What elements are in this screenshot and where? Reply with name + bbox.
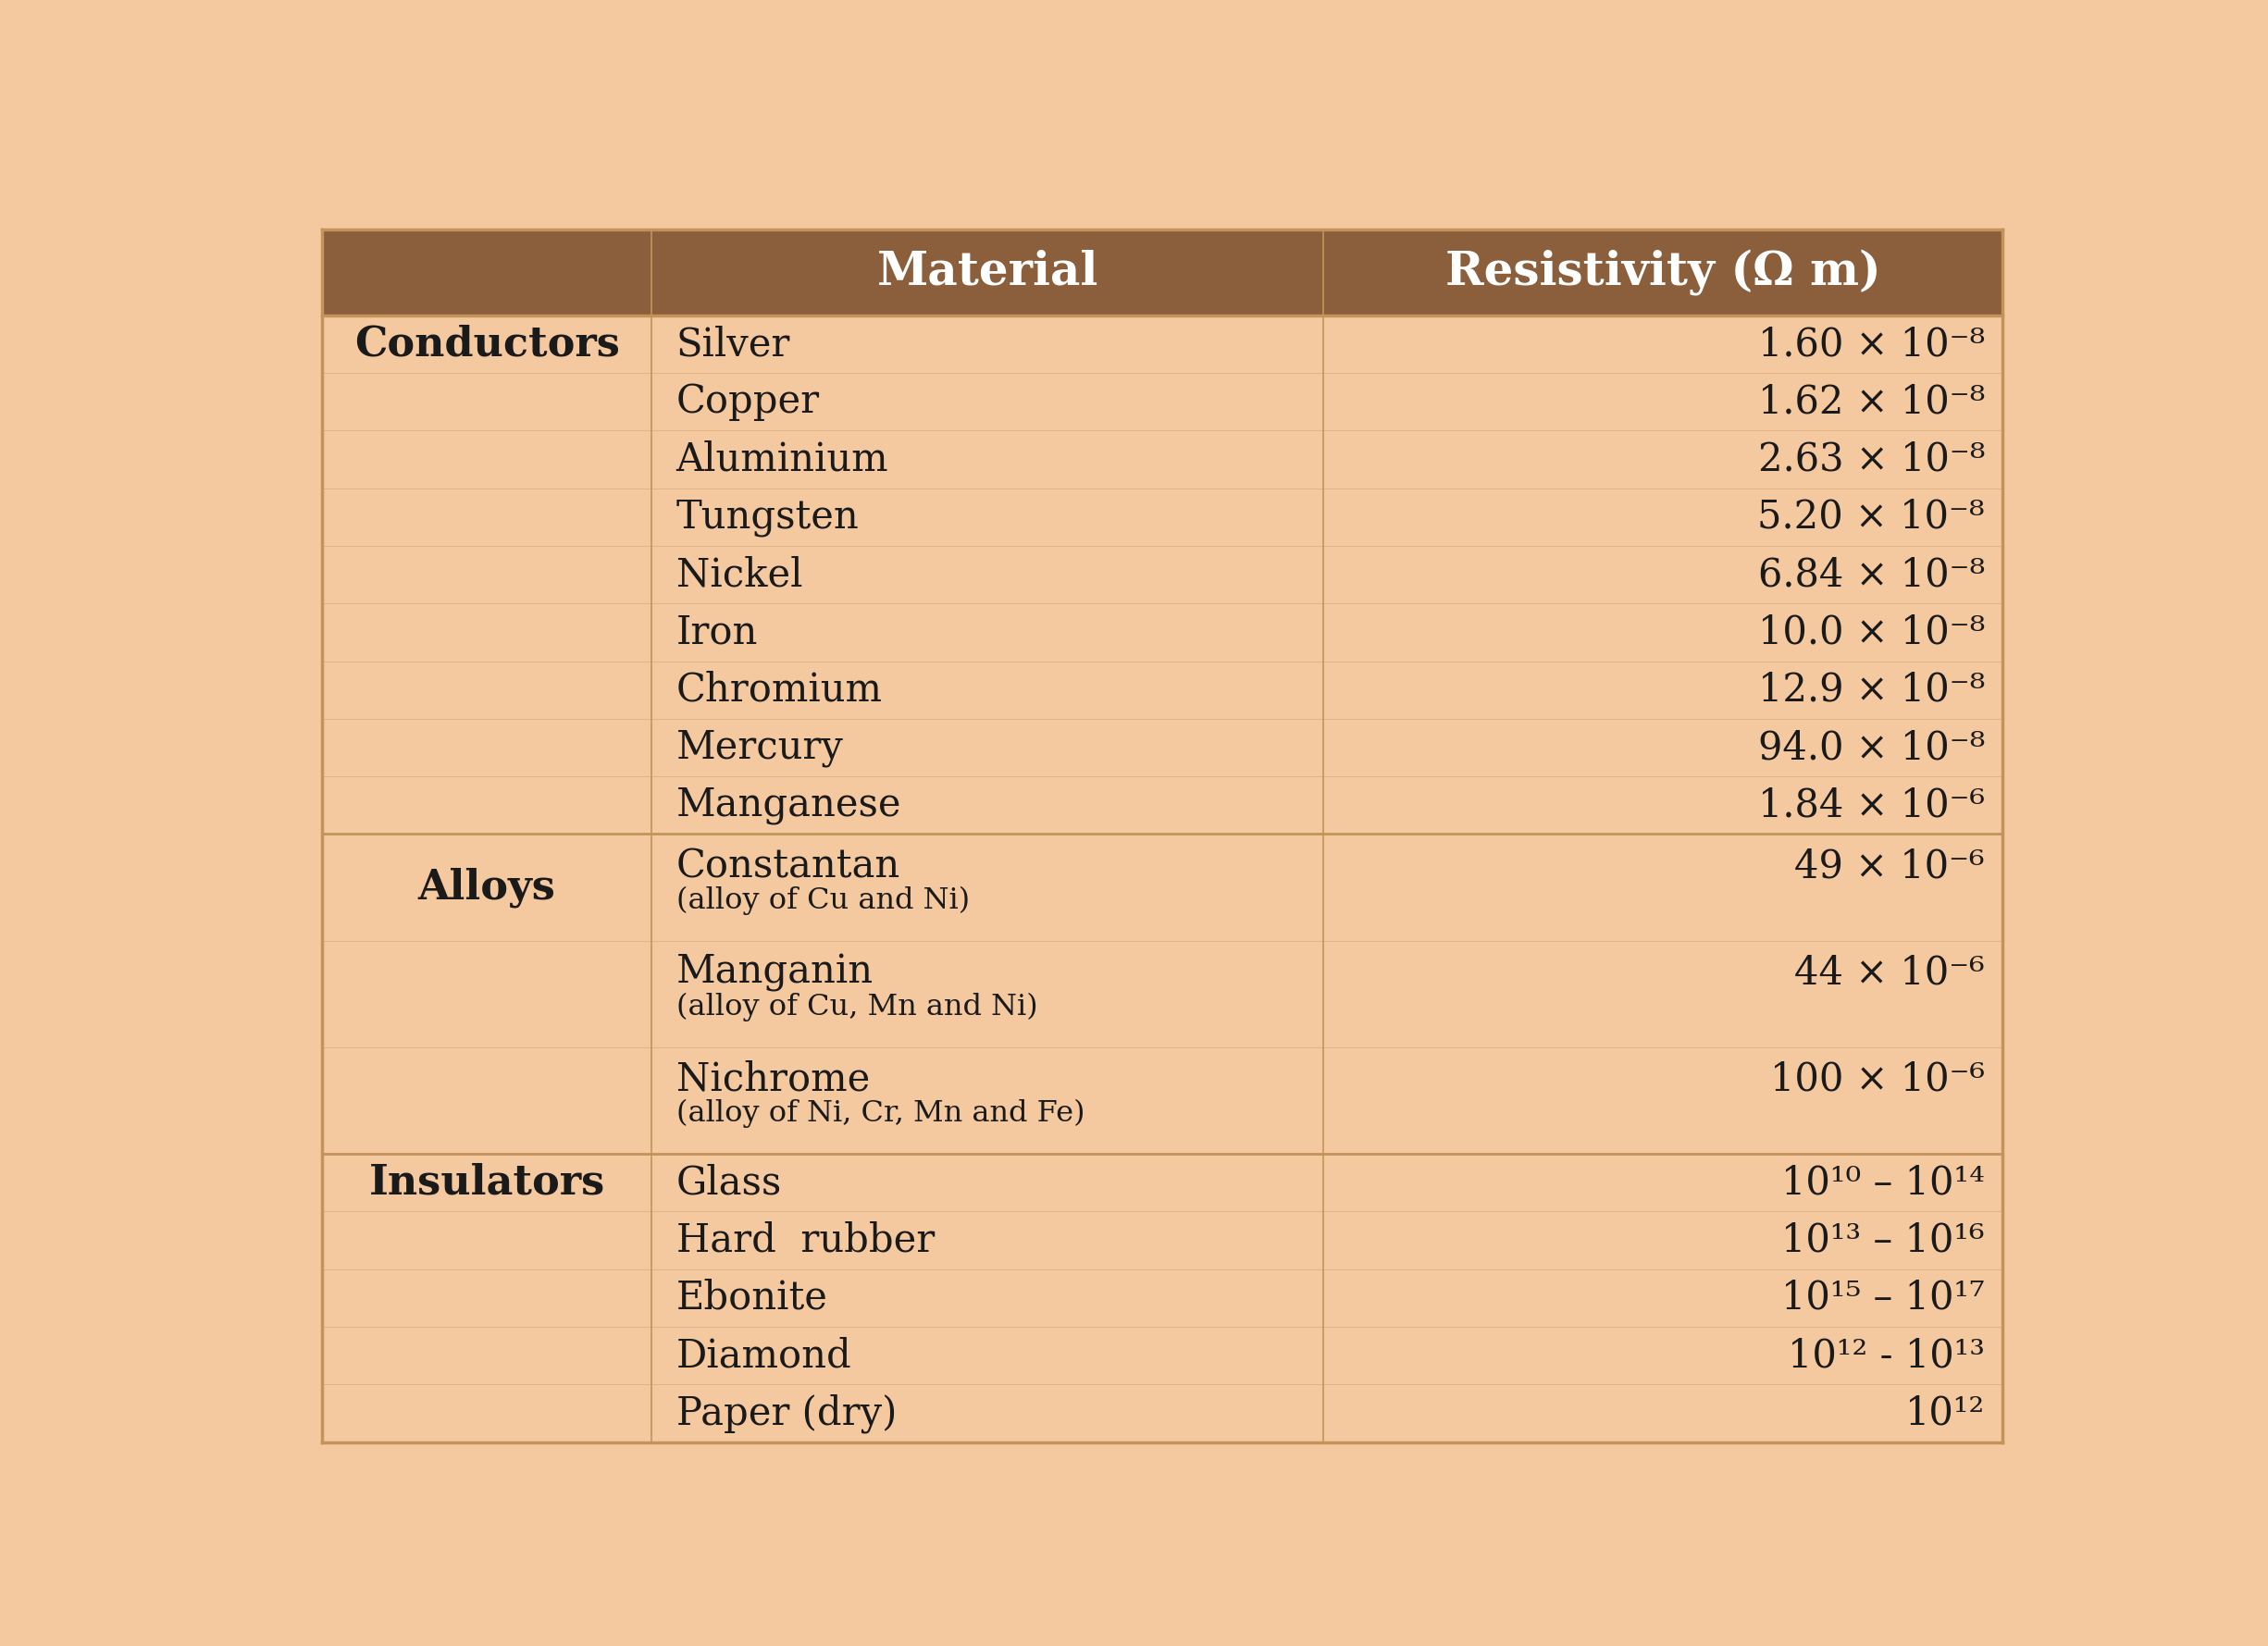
Text: Iron: Iron	[676, 612, 758, 652]
Text: Ebonite: Ebonite	[676, 1279, 828, 1317]
Text: 44 × 10⁻⁶: 44 × 10⁻⁶	[1794, 953, 1984, 993]
Text: 49 × 10⁻⁶: 49 × 10⁻⁶	[1794, 846, 1984, 886]
Text: 10¹³ – 10¹⁶: 10¹³ – 10¹⁶	[1783, 1221, 1984, 1259]
Text: 2.63 × 10⁻⁸: 2.63 × 10⁻⁸	[1758, 439, 1984, 479]
Text: Glass: Glass	[676, 1164, 782, 1202]
Text: 1.62 × 10⁻⁸: 1.62 × 10⁻⁸	[1758, 382, 1984, 421]
Text: Material: Material	[878, 250, 1098, 295]
Text: 10.0 × 10⁻⁸: 10.0 × 10⁻⁸	[1758, 612, 1984, 652]
Text: Chromium: Chromium	[676, 670, 882, 709]
Text: 1.60 × 10⁻⁸: 1.60 × 10⁻⁸	[1758, 324, 1984, 364]
Text: Paper (dry): Paper (dry)	[676, 1394, 896, 1434]
Text: 6.84 × 10⁻⁸: 6.84 × 10⁻⁸	[1758, 555, 1984, 594]
Text: (alloy of Cu, Mn and Ni): (alloy of Cu, Mn and Ni)	[676, 993, 1036, 1021]
Text: 12.9 × 10⁻⁸: 12.9 × 10⁻⁸	[1758, 670, 1984, 709]
Text: Manganin: Manganin	[676, 953, 873, 993]
Bar	[322, 229, 651, 316]
Text: Resistivity (Ω m): Resistivity (Ω m)	[1445, 249, 1880, 295]
Text: Insulators: Insulators	[370, 1162, 606, 1203]
Text: 1.84 × 10⁻⁶: 1.84 × 10⁻⁶	[1758, 785, 1984, 825]
Text: Mercury: Mercury	[676, 728, 844, 767]
Text: 94.0 × 10⁻⁸: 94.0 × 10⁻⁸	[1758, 728, 1984, 767]
Text: 10¹² - 10¹³: 10¹² - 10¹³	[1787, 1337, 1984, 1374]
Text: 10¹⁰ – 10¹⁴: 10¹⁰ – 10¹⁴	[1780, 1164, 1984, 1202]
Text: 5.20 × 10⁻⁸: 5.20 × 10⁻⁸	[1758, 497, 1984, 537]
Text: Nickel: Nickel	[676, 555, 803, 594]
Text: Silver: Silver	[676, 324, 789, 364]
Text: 100 × 10⁻⁶: 100 × 10⁻⁶	[1769, 1060, 1984, 1100]
Text: (alloy of Ni, Cr, Mn and Fe): (alloy of Ni, Cr, Mn and Fe)	[676, 1100, 1084, 1128]
Text: 10¹²: 10¹²	[1905, 1394, 1984, 1432]
Bar	[651, 229, 1325, 316]
Text: Diamond: Diamond	[676, 1337, 853, 1374]
Text: Conductors: Conductors	[354, 324, 619, 364]
Text: Aluminium: Aluminium	[676, 439, 889, 479]
Bar	[322, 316, 2003, 1442]
Text: Hard  rubber: Hard rubber	[676, 1221, 934, 1259]
Text: (alloy of Cu and Ni): (alloy of Cu and Ni)	[676, 886, 971, 915]
Text: Manganese: Manganese	[676, 785, 900, 825]
Text: 10¹⁵ – 10¹⁷: 10¹⁵ – 10¹⁷	[1780, 1279, 1984, 1317]
Text: Constantan: Constantan	[676, 846, 900, 886]
Text: Tungsten: Tungsten	[676, 497, 860, 537]
Text: Copper: Copper	[676, 382, 819, 421]
Bar	[1325, 229, 2003, 316]
Text: Nichrome: Nichrome	[676, 1060, 869, 1100]
Text: Alloys: Alloys	[417, 867, 556, 907]
